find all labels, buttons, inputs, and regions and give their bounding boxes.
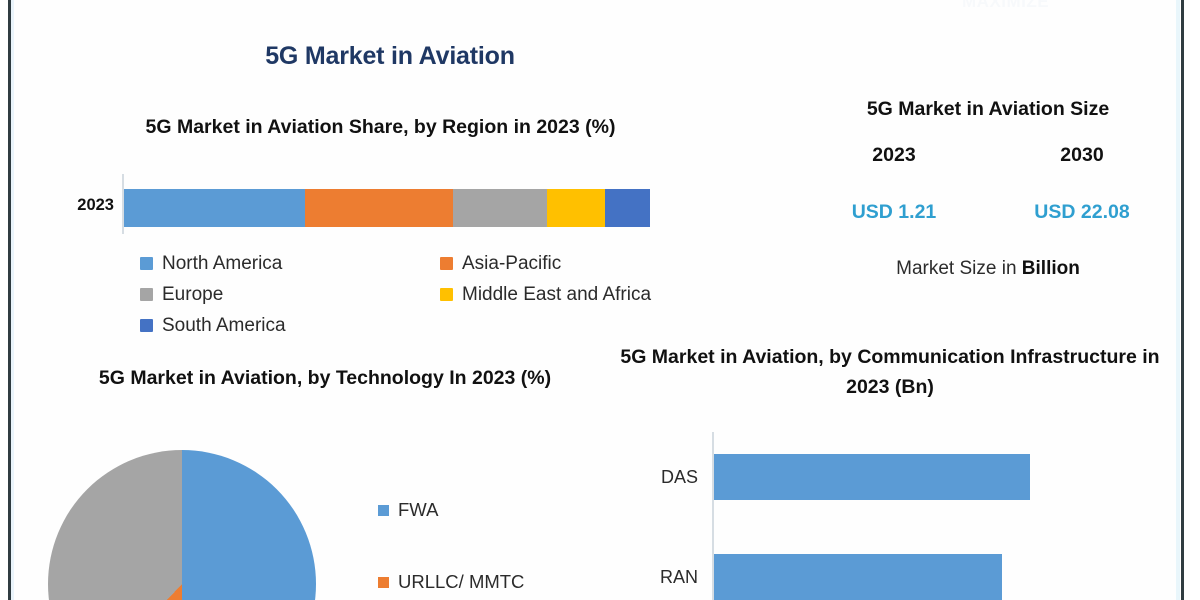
infrastructure-chart-plot: DAS RAN [660, 432, 1112, 600]
market-size-footer-prefix: Market Size in [896, 258, 1022, 279]
region-chart-plot [122, 174, 650, 234]
region-chart-axis-line [122, 174, 124, 234]
frame-border-left [8, 0, 11, 600]
frame-border-right [1181, 0, 1184, 600]
region-legend-label: Asia-Pacific [462, 252, 562, 274]
region-bar-segment [305, 189, 453, 227]
frame-border-left-inner [11, 0, 14, 600]
region-legend-item: North America [140, 253, 440, 275]
infrastructure-bar [714, 554, 1002, 600]
region-legend-label: Europe [162, 283, 224, 305]
region-legend-label: South America [162, 314, 286, 336]
region-legend-label: Middle East and Africa [462, 283, 652, 305]
market-size-year-2030: 2030 [1060, 144, 1104, 166]
frame-margin-right [1190, 0, 1200, 600]
infrastructure-axis-label: RAN [659, 567, 698, 587]
technology-pie-chart [48, 450, 316, 600]
region-chart-category-label: 2023 [77, 196, 114, 214]
region-chart-title: 5G Market in Aviation Share, by Region i… [145, 116, 616, 138]
region-legend-item: South America [140, 315, 440, 337]
legend-swatch-icon [378, 504, 389, 516]
legend-swatch-icon [140, 319, 153, 332]
legend-swatch-icon [440, 288, 453, 301]
market-size-footer: Market Size in Billion [800, 258, 1176, 280]
region-legend-item: Asia-Pacific [440, 253, 740, 275]
technology-legend-label: FWA [398, 499, 439, 520]
infrastructure-bar-row [714, 454, 1030, 500]
market-size-footer-unit: Billion [1021, 258, 1080, 279]
infrastructure-axis-label: DAS [660, 467, 698, 487]
market-size-value-2023: USD 1.21 [851, 201, 937, 223]
region-bar-segment [124, 189, 306, 227]
infrastructure-bar-row [714, 554, 1002, 600]
region-legend-label: North America [162, 252, 283, 274]
market-size-value-2030: USD 22.08 [1034, 201, 1130, 223]
region-stacked-bar [124, 189, 650, 227]
legend-swatch-icon [140, 288, 153, 301]
region-legend-item: Middle East and Africa [440, 284, 740, 306]
page-title: 5G Market in Aviation [265, 42, 515, 70]
legend-swatch-icon [140, 257, 153, 270]
region-bar-segment [452, 189, 548, 227]
technology-chart-title: 5G Market in Aviation, by Technology In … [98, 367, 552, 389]
region-chart-legend: North America Asia-Pacific Europe Middle Ea… [140, 248, 700, 341]
region-bar-segment [605, 189, 650, 227]
legend-swatch-icon [440, 257, 453, 270]
technology-legend-label: URLLC/ MMTC [398, 571, 525, 592]
region-bar-segment [547, 189, 606, 227]
technology-legend-item: FWA [378, 474, 598, 546]
infrastructure-chart-axis-line [712, 432, 714, 600]
technology-legend-item: URLLC/ MMTC [378, 546, 598, 600]
market-size-title: 5G Market in Aviation Size [866, 98, 1110, 120]
market-size-column-2030: 2030 USD 22.08 [988, 144, 1176, 224]
frame-border-right-inner [1176, 0, 1180, 600]
legend-swatch-icon [378, 576, 389, 588]
technology-chart-legend: FWA URLLC/ MMTC [378, 474, 598, 600]
region-legend-item: Europe [140, 284, 440, 306]
watermark-text: MAXIMIZE [962, 0, 1050, 11]
market-size-columns: 2023 USD 1.21 2030 USD 22.08 [800, 144, 1176, 224]
market-size-year-2023: 2023 [872, 144, 916, 166]
infrastructure-chart-title: 5G Market in Aviation, by Communication … [620, 346, 1160, 398]
infrastructure-bar [714, 454, 1030, 500]
market-size-column-2023: 2023 USD 1.21 [800, 144, 988, 224]
